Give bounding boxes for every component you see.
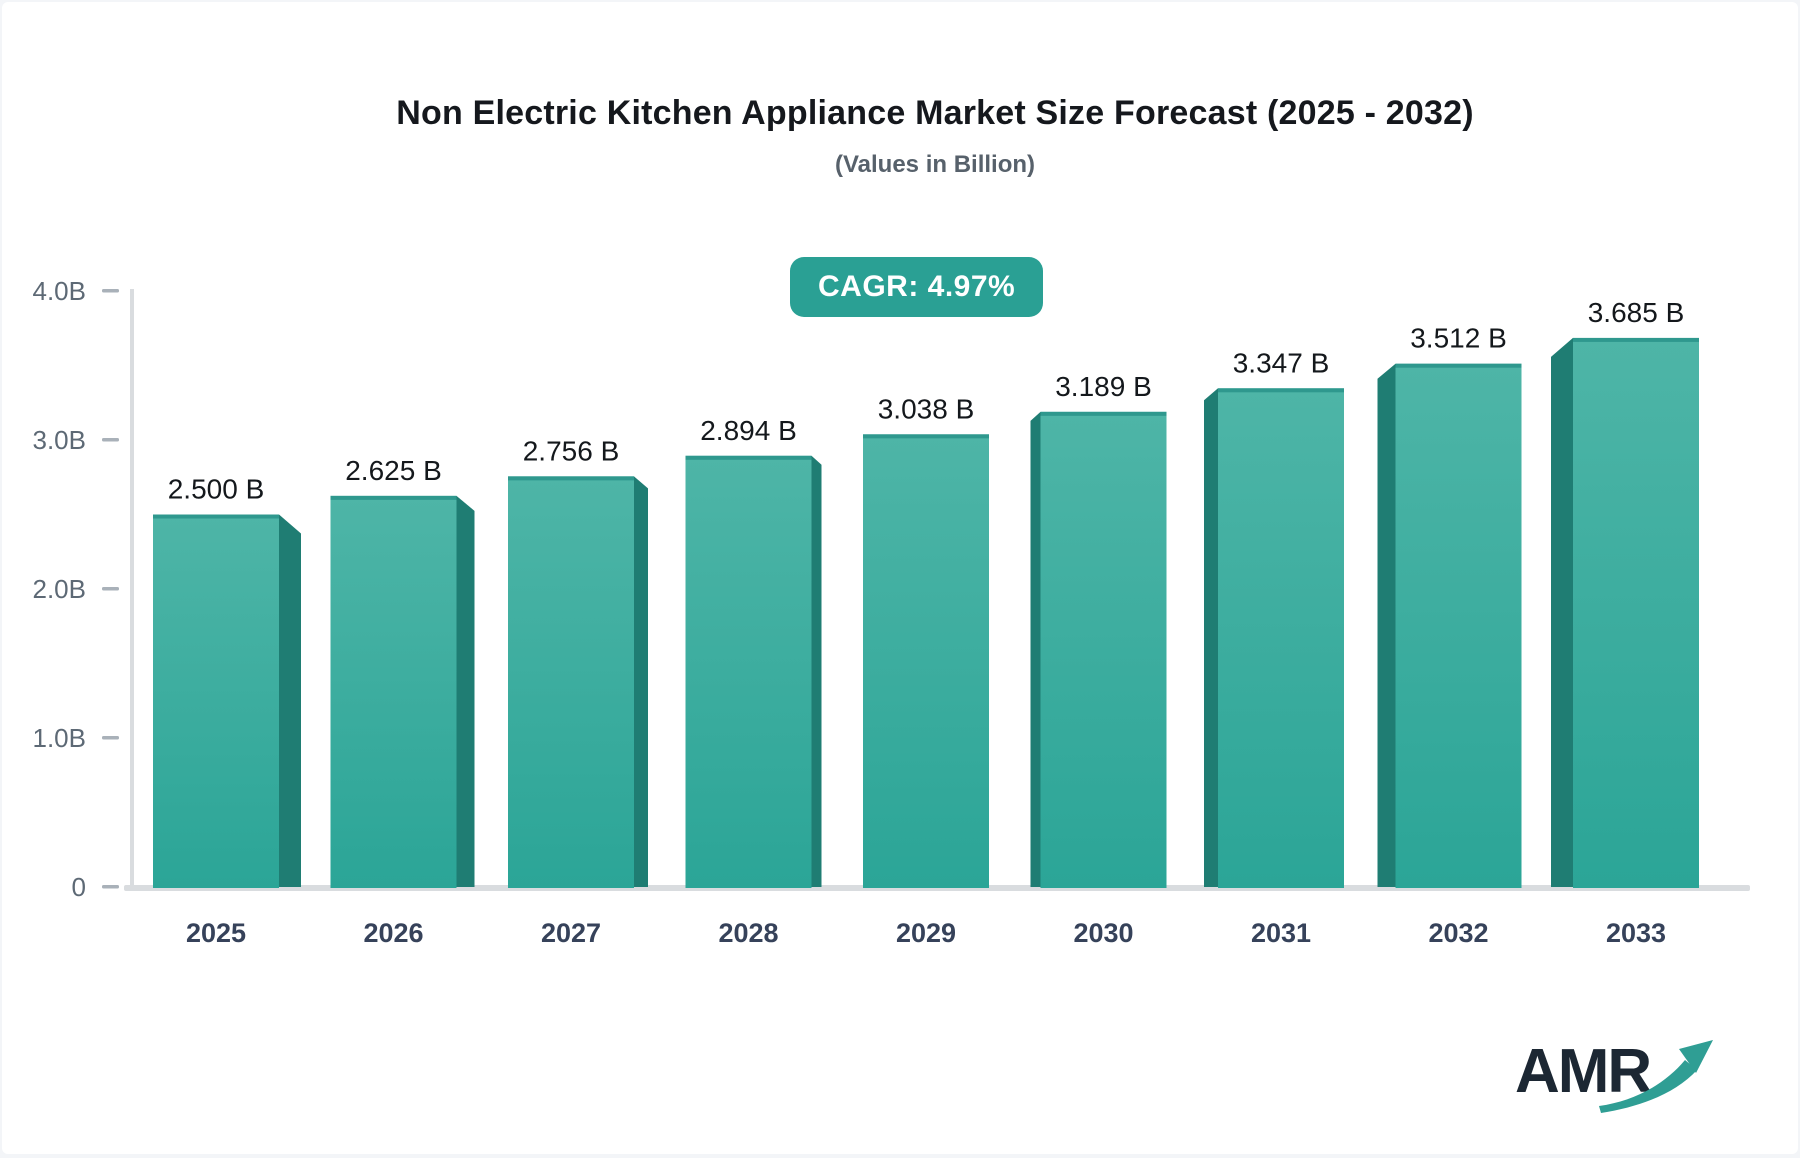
bar-value-label: 2.625 B [345, 455, 442, 486]
y-axis-label: 1.0B [33, 723, 87, 753]
bar-front-face [153, 514, 279, 888]
bar-side-face [1377, 363, 1396, 887]
bar-front-face [1395, 363, 1522, 888]
bar-2032: 3.512 B [1377, 323, 1522, 888]
amr-logo: AMR [1515, 1037, 1713, 1113]
chart-header: Non Electric Kitchen Appliance Market Si… [2, 94, 1798, 179]
bar-value-label: 2.500 B [168, 474, 265, 505]
bar-value-label: 3.685 B [1588, 297, 1685, 328]
bar-front-face [1040, 411, 1167, 888]
bar-2030: 3.189 B [1030, 371, 1167, 888]
x-axis-label: 2025 [186, 918, 246, 948]
bar-side-face [634, 476, 648, 887]
bar-value-label: 3.347 B [1233, 347, 1330, 378]
bar-top-edge [1573, 337, 1699, 342]
chart-title: Non Electric Kitchen Appliance Market Si… [396, 94, 1474, 132]
bar-top-edge [1040, 411, 1167, 416]
bar-value-label: 3.189 B [1055, 371, 1152, 402]
cagr-badge-label: CAGR: 4.97% [818, 270, 1016, 303]
bar-value-label: 3.038 B [878, 393, 975, 424]
x-axis-label: 2031 [1251, 918, 1311, 948]
bar-front-face [863, 434, 989, 888]
bar-2033: 3.685 B [1551, 297, 1699, 888]
bar-front-face [1573, 337, 1699, 888]
bar-2025: 2.500 B [153, 474, 301, 888]
bar-top-edge [1395, 363, 1522, 368]
x-axis-label: 2033 [1606, 918, 1666, 948]
chart-subtitle: (Values in Billion) [834, 151, 1036, 178]
amr-logo-arrow-head-icon [1679, 1040, 1713, 1073]
amr-logo-arrow-tail [1599, 1060, 1697, 1113]
bar-value-label: 2.894 B [700, 415, 797, 446]
bar-side-face [456, 495, 475, 887]
bar-value-label: 2.756 B [523, 435, 620, 466]
bar-front-face [1218, 388, 1344, 888]
bar-side-face [1204, 388, 1218, 887]
x-axis-label: 2032 [1428, 918, 1488, 948]
y-axis-label: 3.0B [33, 425, 87, 455]
bar-value-label: 3.512 B [1410, 323, 1507, 354]
x-axis-label: 2028 [718, 918, 778, 948]
x-axis-label: 2026 [363, 918, 423, 948]
bar-2027: 2.756 B [508, 435, 648, 888]
y-tick-dash [102, 587, 119, 591]
bar-top-edge [863, 434, 989, 439]
y-axis-label: 4.0B [33, 276, 87, 306]
bar-front-face [508, 476, 634, 888]
x-axis-label: 2030 [1073, 918, 1133, 948]
x-axis-label: 2029 [896, 918, 956, 948]
bar-top-edge [508, 476, 634, 481]
bar-2031: 3.347 B [1204, 347, 1344, 888]
bar-side-face [279, 514, 301, 887]
y-tick-dash [102, 885, 119, 889]
y-axis-label: 2.0B [33, 574, 87, 604]
bar-2029: 3.038 B [863, 393, 989, 888]
cagr-badge: CAGR: 4.97% [790, 257, 1044, 317]
bar-side-face [1551, 337, 1573, 887]
bar-front-face [330, 495, 457, 888]
bar-top-edge [330, 495, 457, 500]
y-tick-dash [102, 736, 119, 740]
bar-side-face [811, 455, 822, 887]
bar-side-face [1030, 411, 1041, 887]
amr-logo-text: AMR [1515, 1037, 1651, 1106]
y-tick-dash [102, 289, 119, 293]
y-axis-line [130, 289, 134, 889]
x-axis-label: 2027 [541, 918, 601, 948]
y-tick-dash [102, 438, 119, 442]
bar-2028: 2.894 B [685, 415, 822, 888]
bar-front-face [685, 455, 812, 888]
bar-top-edge [685, 455, 812, 460]
bar-2026: 2.625 B [330, 455, 475, 888]
bar-top-edge [1218, 388, 1344, 393]
y-axis-label: 0 [72, 872, 86, 902]
bar-top-edge [153, 514, 279, 519]
